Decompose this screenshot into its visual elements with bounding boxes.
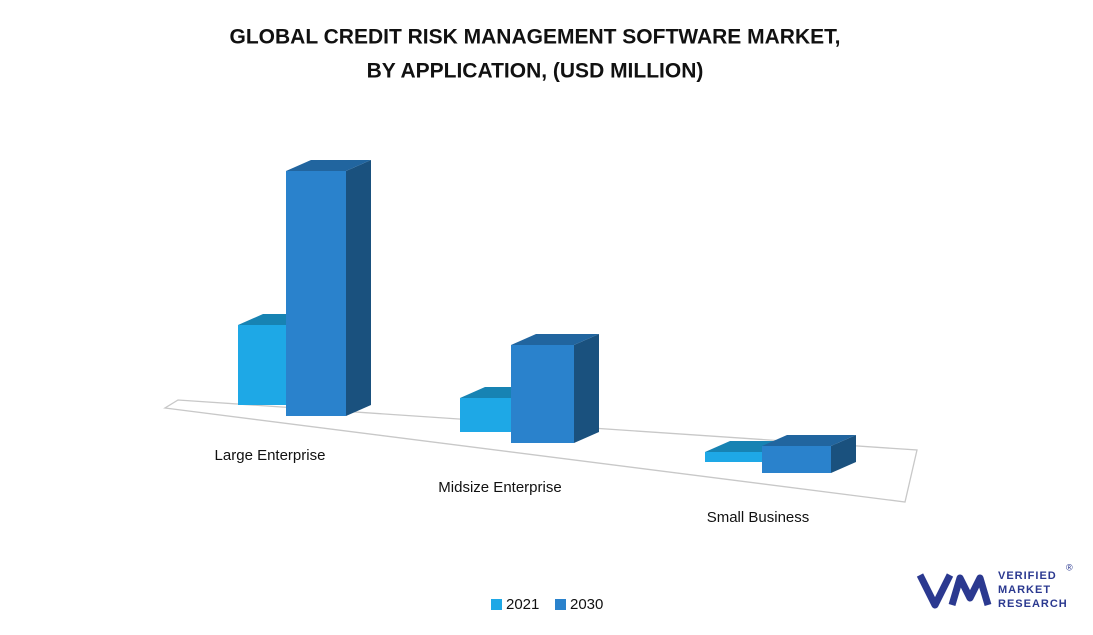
x-tick-label: Small Business [707, 509, 810, 526]
bar-top [286, 160, 371, 171]
bar-front [460, 398, 517, 432]
legend-label: 2030 [570, 596, 603, 613]
bar [286, 160, 371, 416]
legend-swatch [491, 599, 502, 610]
logo-text: MARKET [998, 584, 1051, 596]
bar-side [346, 160, 371, 416]
chart-title: BY APPLICATION, (USD MILLION) [367, 60, 704, 83]
bar-front [286, 171, 346, 416]
legend-label: 2021 [506, 596, 539, 613]
logo-mark [916, 573, 992, 609]
bar-side [831, 435, 856, 473]
bar-front [705, 452, 768, 462]
bar-top [511, 334, 599, 345]
x-tick-label: Midsize Enterprise [438, 479, 561, 496]
bar-front [238, 325, 292, 405]
x-tick-label: Large Enterprise [215, 447, 326, 464]
bar [762, 435, 856, 473]
logo-text: RESEARCH [998, 598, 1068, 610]
chart-title: GLOBAL CREDIT RISK MANAGEMENT SOFTWARE M… [230, 26, 841, 49]
logo-registered: ® [1066, 562, 1073, 572]
bar-side [574, 334, 599, 443]
bar [511, 334, 599, 443]
bar-front [762, 446, 831, 473]
legend-swatch [555, 599, 566, 610]
bar-top [762, 435, 856, 446]
logo: VERIFIED MARKET RESEARCH ® [916, 562, 1073, 610]
bar-front [511, 345, 574, 443]
logo-text: VERIFIED [998, 570, 1057, 582]
floor [163, 399, 918, 503]
